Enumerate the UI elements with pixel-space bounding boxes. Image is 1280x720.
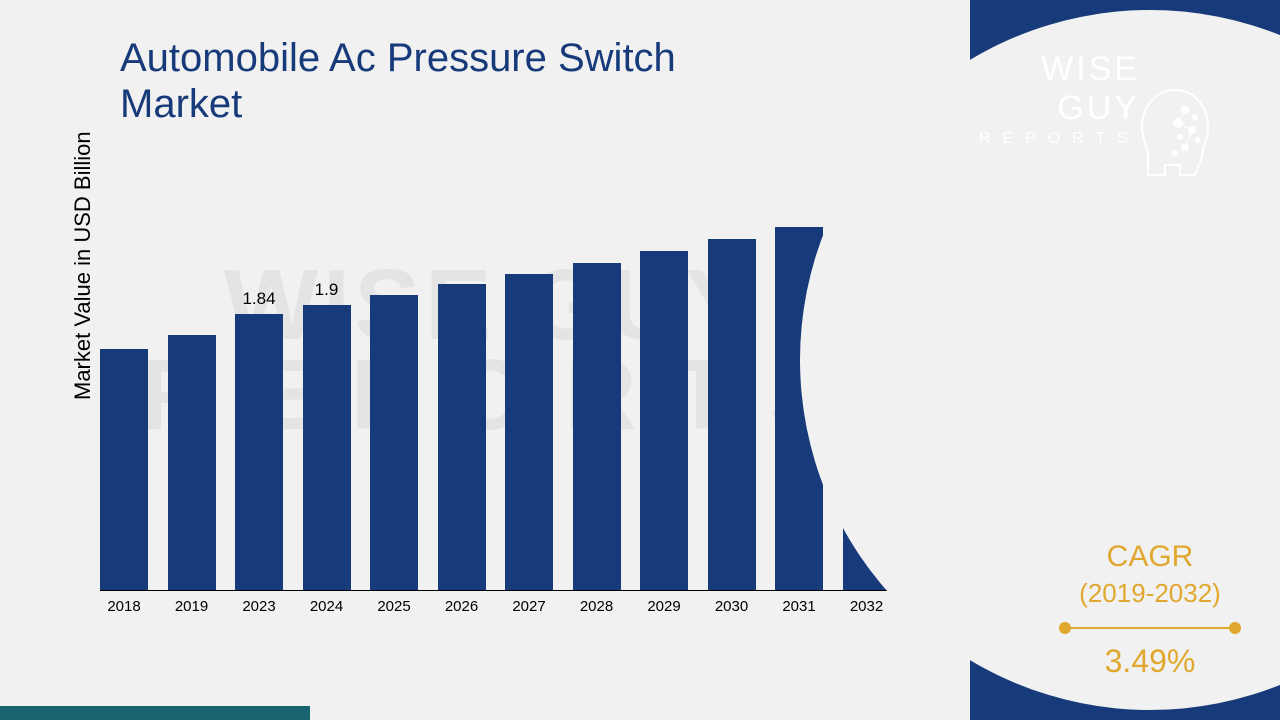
cagr-box: CAGR (2019-2032) 3.49%	[1020, 540, 1280, 680]
bar-group: 1.9	[303, 305, 351, 590]
bar-group	[573, 263, 621, 590]
bar	[100, 349, 148, 591]
bar	[505, 274, 553, 591]
brand-main-text: WISE GUY	[970, 50, 1140, 128]
x-tick-label: 2029	[634, 598, 694, 615]
bar-group	[708, 239, 756, 590]
cagr-value: 3.49%	[1020, 643, 1280, 680]
cagr-divider	[1065, 627, 1235, 629]
x-tick-label: 2027	[499, 598, 559, 615]
bar	[168, 335, 216, 590]
bar-group	[370, 295, 418, 591]
bar-chart: 1.841.92.5	[100, 170, 910, 590]
bar-group	[438, 284, 486, 590]
x-axis-line	[100, 590, 910, 591]
x-tick-label: 2028	[567, 598, 627, 615]
bar	[573, 263, 621, 590]
x-tick-label: 2023	[229, 598, 289, 615]
x-tick-label: 2024	[297, 598, 357, 615]
x-tick-label: 2018	[94, 598, 154, 615]
cagr-label: CAGR	[1020, 540, 1280, 574]
x-tick-label: 2026	[432, 598, 492, 615]
bar	[438, 284, 486, 590]
brand-sub-text: REPORTS	[970, 130, 1140, 148]
bar	[640, 251, 688, 590]
x-tick-label: 2031	[769, 598, 829, 615]
bar	[370, 295, 418, 591]
bottom-accent-bar	[0, 706, 310, 720]
bar	[235, 314, 283, 590]
x-tick-label: 2019	[162, 598, 222, 615]
brand-logo: WISE GUY REPORTS	[970, 50, 1240, 148]
bar-group: 1.84	[235, 314, 283, 590]
page-root: WISE GUYR E P O R T S Automobile Ac Pres…	[0, 0, 1280, 720]
x-tick-label: 2032	[837, 598, 897, 615]
bar-group	[100, 349, 148, 591]
bar-group	[505, 274, 553, 591]
x-tick-label: 2030	[702, 598, 762, 615]
bar-value-label: 1.9	[303, 280, 351, 300]
bar-value-label: 1.84	[235, 289, 283, 309]
bar	[708, 239, 756, 590]
bar-group	[640, 251, 688, 590]
bar-group	[168, 335, 216, 590]
x-tick-label: 2025	[364, 598, 424, 615]
cagr-range: (2019-2032)	[1020, 578, 1280, 609]
right-panel: WISE GUY REPORTS CAGR (2019-2032) 3.49%	[970, 0, 1280, 720]
chart-title: Automobile Ac Pressure Switch Market	[120, 35, 770, 127]
brand-head-icon	[1130, 85, 1220, 185]
y-axis-label: Market Value in USD Billion	[70, 131, 96, 400]
bar	[303, 305, 351, 590]
